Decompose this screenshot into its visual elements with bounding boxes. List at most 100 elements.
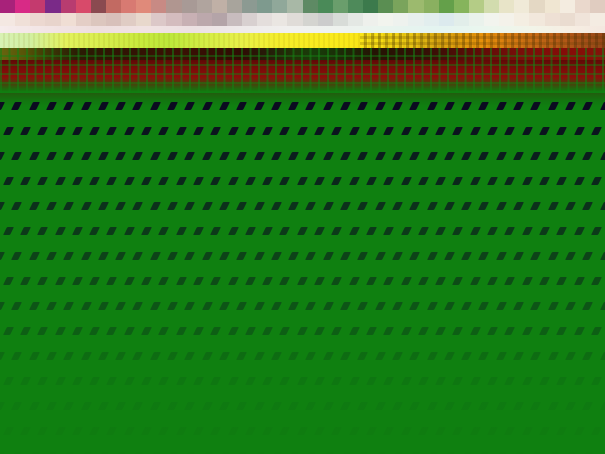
tick-mark <box>288 352 300 360</box>
tick-mark <box>201 102 213 110</box>
tick-mark <box>227 277 239 285</box>
tick-mark <box>201 152 213 160</box>
tick-mark <box>132 252 144 260</box>
tick-mark <box>279 427 291 435</box>
tick-mark <box>80 152 92 160</box>
tick-mark <box>279 127 291 135</box>
tick-mark <box>192 277 204 285</box>
tick-mark <box>270 302 282 310</box>
tick-mark <box>296 177 308 185</box>
tick-mark <box>365 327 377 335</box>
tick-mark <box>435 377 447 385</box>
tick-mark <box>504 277 516 285</box>
tick-mark <box>54 427 66 435</box>
tick-mark <box>564 152 576 160</box>
tick-mark <box>435 327 447 335</box>
tick-mark <box>400 227 412 235</box>
tick-mark <box>409 302 421 310</box>
tick-mark <box>478 152 490 160</box>
tick-mark <box>106 177 118 185</box>
tick-mark <box>28 152 40 160</box>
tick-mark <box>547 302 559 310</box>
tick-mark <box>443 402 455 410</box>
tick-mark <box>322 352 334 360</box>
tick-mark <box>305 152 317 160</box>
tick-mark <box>270 252 282 260</box>
tick-row <box>0 127 605 136</box>
tick-mark <box>115 152 127 160</box>
tick-mark <box>348 377 360 385</box>
tick-mark <box>106 427 118 435</box>
noise-cell <box>226 0 242 13</box>
orange-speckle-overlay <box>360 33 605 48</box>
tick-mark <box>365 427 377 435</box>
tick-mark <box>227 127 239 135</box>
tick-mark <box>469 427 481 435</box>
tick-mark <box>184 252 196 260</box>
tick-mark <box>37 127 49 135</box>
noise-cell <box>423 0 439 13</box>
tick-mark <box>132 402 144 410</box>
tick-mark <box>167 252 178 260</box>
tick-mark <box>564 102 576 110</box>
tick-mark <box>106 277 118 285</box>
noise-cell <box>287 13 303 26</box>
tick-mark <box>599 102 605 110</box>
noise-cell <box>196 13 212 26</box>
tick-mark <box>45 252 57 260</box>
tick-mark <box>45 302 57 310</box>
tick-mark <box>184 102 196 110</box>
tick-mark <box>158 227 170 235</box>
tick-mark <box>452 377 464 385</box>
noise-cell <box>453 0 469 13</box>
tick-mark <box>348 427 360 435</box>
tick-mark <box>132 302 144 310</box>
tick-mark <box>547 352 559 360</box>
tick-mark <box>452 127 464 135</box>
tick-mark <box>288 402 300 410</box>
tick-mark <box>11 352 23 360</box>
tick-mark <box>417 277 429 285</box>
noise-cell <box>0 13 16 26</box>
tick-mark <box>45 402 57 410</box>
tick-mark <box>469 327 481 335</box>
tick-mark <box>383 327 395 335</box>
tick-mark <box>478 402 490 410</box>
tick-mark <box>547 402 559 410</box>
tick-mark <box>19 277 31 285</box>
tick-mark <box>556 427 568 435</box>
tick-mark <box>521 427 533 435</box>
tick-mark <box>296 377 308 385</box>
tick-mark <box>590 377 602 385</box>
tick-mark <box>573 227 585 235</box>
tick-mark <box>279 327 291 335</box>
noise-cell <box>166 0 182 13</box>
tick-mark <box>218 302 230 310</box>
dark-red-grid-band <box>0 48 605 93</box>
tick-mark <box>149 152 161 160</box>
noise-cell <box>574 0 590 13</box>
tick-mark <box>452 277 464 285</box>
tick-mark <box>409 252 421 260</box>
tick-mark <box>322 202 334 210</box>
tick-mark <box>236 102 248 110</box>
tick-mark <box>504 377 516 385</box>
tick-mark <box>175 427 187 435</box>
tick-mark <box>141 427 152 435</box>
tick-mark <box>331 127 343 135</box>
tick-mark <box>409 202 421 210</box>
tick-mark <box>495 402 507 410</box>
tick-mark <box>322 302 334 310</box>
tick-mark <box>89 177 101 185</box>
tick-mark <box>547 202 559 210</box>
tick-mark <box>210 227 222 235</box>
tick-mark <box>167 302 178 310</box>
tick-mark <box>513 302 524 310</box>
tick-mark <box>11 152 23 160</box>
tick-mark <box>262 227 274 235</box>
noise-cell <box>90 13 106 26</box>
noise-cell <box>317 0 333 13</box>
tick-mark <box>262 177 274 185</box>
tick-mark <box>184 202 196 210</box>
tick-mark <box>279 177 291 185</box>
